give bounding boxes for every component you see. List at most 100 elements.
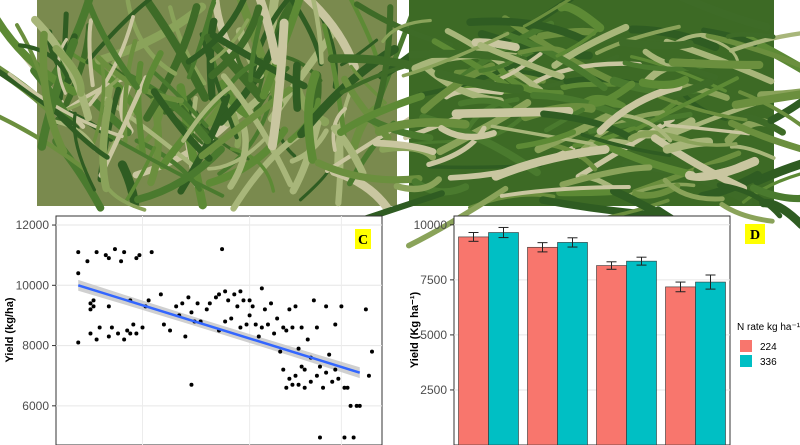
leaf-shape	[496, 65, 564, 97]
bar-legend: N rate kg ha⁻¹ 224 336	[737, 322, 800, 368]
leaf-shape	[705, 33, 800, 69]
leaf-shape	[39, 30, 68, 156]
scatter-point	[91, 298, 96, 303]
panel-label-c: C	[358, 233, 368, 248]
scatter-point	[321, 385, 326, 390]
scatter-point	[290, 325, 295, 330]
scatter-point	[88, 301, 93, 306]
scatter-y-tick-label: 10000	[16, 278, 50, 292]
bar-y-tick-label: 2500	[420, 383, 447, 397]
leaf-shape	[540, 110, 631, 140]
leaf-shape	[181, 83, 234, 143]
leaf-shape	[678, 0, 771, 32]
scatter-point	[330, 379, 335, 384]
panel-label-d-highlight	[745, 224, 765, 244]
leaf-shape	[719, 201, 775, 224]
bar-224-G4	[665, 286, 696, 445]
scatter-point	[103, 253, 108, 258]
bar-336-G4	[695, 281, 726, 445]
leaf-shape	[556, 188, 616, 197]
leaf-shape	[522, 0, 572, 28]
leaf-shape	[122, 38, 138, 144]
scatter-point	[296, 382, 301, 387]
scatter-point	[217, 292, 221, 297]
bar-224-G2	[527, 246, 558, 445]
scatter-point	[247, 298, 252, 303]
scatter-point	[278, 349, 283, 354]
leaf-shape	[749, 184, 800, 203]
bar-336-G3	[626, 260, 657, 445]
bar-y-tick-label: 7500	[420, 273, 447, 287]
scatter-y-tick-label: 8000	[22, 339, 49, 353]
leaf-shape	[255, 0, 281, 65]
scatter-point	[112, 247, 117, 252]
scatter-point	[299, 364, 304, 369]
legend-label-224: 224	[760, 342, 777, 353]
leaf-shape	[90, 57, 106, 149]
scatter-chart: 6000 8000 10000 12000 Yield (kg/ha) C	[4, 215, 383, 445]
leaf-shape	[372, 139, 437, 156]
scatter-point	[161, 322, 166, 327]
scatter-y-tick-label: 12000	[16, 218, 50, 232]
scatter-point	[189, 382, 194, 387]
scatter-point	[213, 295, 218, 300]
leaf-shape	[668, 58, 764, 69]
scatter-point	[149, 250, 154, 255]
scatter-point	[122, 250, 127, 255]
scatter-point	[284, 385, 289, 390]
leaf-shape	[381, 18, 432, 44]
scatter-point	[106, 256, 111, 261]
bar-336-G2	[557, 242, 588, 445]
leaf-shape	[99, 97, 113, 193]
scatter-point	[265, 322, 270, 327]
leaf-shape	[134, 145, 225, 204]
scatter-point	[88, 307, 93, 312]
scatter-point	[275, 316, 280, 321]
leaf-shape	[662, 177, 725, 202]
scatter-point	[137, 253, 142, 258]
lodged-corn-photo-right	[314, 0, 800, 249]
panel-label-d: D	[750, 228, 760, 243]
leaf-shape	[330, 124, 367, 177]
scatter-point	[186, 295, 191, 300]
leaf-shape	[337, 92, 425, 136]
scatter-point	[342, 435, 347, 440]
scatter-point	[94, 337, 99, 342]
leaf-shape	[209, 31, 308, 90]
leaf-shape	[289, 119, 322, 195]
scatter-point	[324, 304, 329, 309]
scatter-point	[183, 334, 188, 339]
leaf-shape	[676, 137, 738, 147]
scatter-point	[76, 271, 81, 276]
scatter-point	[119, 259, 124, 264]
scatter-point	[250, 304, 255, 309]
scatter-point	[204, 307, 209, 312]
leaf-shape	[84, 0, 140, 91]
leaf-shape	[186, 0, 217, 80]
regression-line	[77, 284, 361, 374]
leaf-shape	[740, 114, 786, 136]
leaf-shape	[727, 119, 800, 153]
panel-label-c-highlight	[355, 229, 371, 249]
leaf-shape	[7, 72, 124, 139]
leaf-shape	[650, 134, 748, 192]
scatter-point	[238, 325, 243, 330]
legend-swatch-336	[740, 355, 752, 367]
leaf-shape	[267, 18, 289, 151]
scatter-point	[232, 292, 237, 297]
leaf-shape	[406, 185, 509, 249]
scatter-point	[370, 349, 374, 354]
leaf-shape	[434, 69, 524, 94]
scatter-point	[106, 334, 111, 339]
leaf-shape	[619, 38, 694, 50]
scatter-point	[333, 322, 338, 327]
leaf-shape	[85, 0, 153, 64]
scatter-point	[299, 325, 304, 330]
scatter-point	[244, 322, 249, 327]
leaf-shape	[52, 44, 85, 97]
scatter-point	[324, 370, 329, 375]
leaf-shape	[72, 111, 96, 192]
leaf-shape	[595, 24, 681, 56]
leaf-shape	[17, 43, 70, 79]
scatter-point	[223, 319, 228, 324]
